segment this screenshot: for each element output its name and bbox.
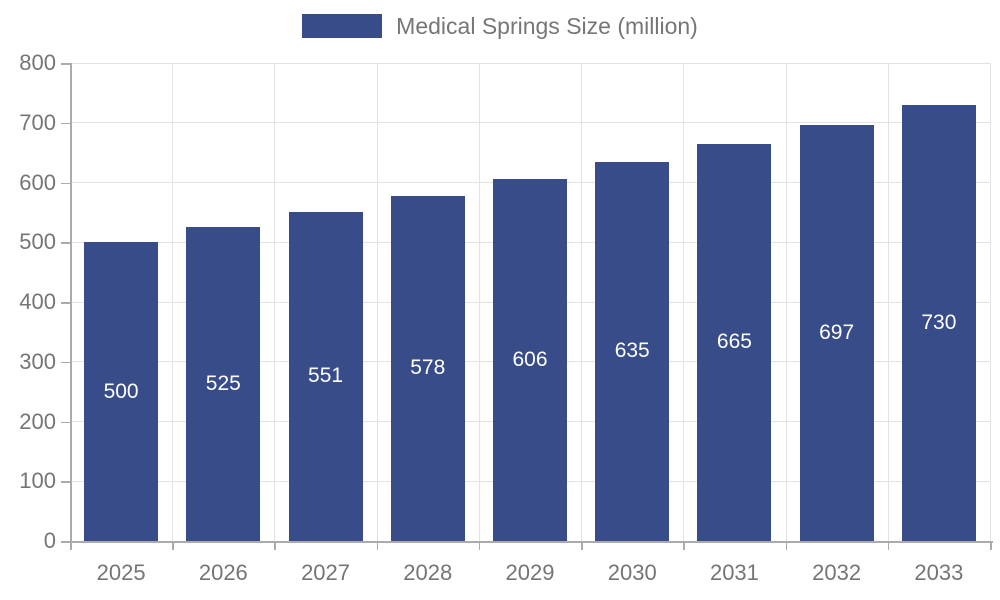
gridline-vertical bbox=[581, 63, 583, 541]
y-tick-label: 100 bbox=[19, 468, 56, 494]
y-axis-tick bbox=[61, 302, 70, 304]
x-axis-tick bbox=[376, 541, 379, 550]
bar-value-label: 635 bbox=[614, 339, 650, 363]
gridline-vertical bbox=[172, 63, 174, 541]
y-axis-tick bbox=[61, 541, 70, 543]
bar-2033 bbox=[901, 104, 976, 541]
x-axis-tick bbox=[70, 541, 72, 550]
bar-value-label: 551 bbox=[308, 364, 344, 388]
gridline-horizontal bbox=[70, 62, 991, 64]
x-tick-label: 2032 bbox=[812, 560, 862, 585]
bar-value-label: 665 bbox=[716, 330, 752, 354]
bar-value-label: 606 bbox=[512, 347, 548, 371]
bar-value-label: 500 bbox=[103, 379, 139, 403]
bar-2029 bbox=[493, 178, 567, 541]
x-tick-label: 2033 bbox=[914, 560, 964, 585]
gridline-vertical bbox=[887, 63, 889, 541]
x-tick-label: 2025 bbox=[96, 560, 146, 585]
y-tick-label: 600 bbox=[19, 169, 56, 195]
y-axis-tick bbox=[61, 122, 70, 125]
x-axis-tick bbox=[274, 541, 276, 550]
bar-value-label: 697 bbox=[819, 320, 855, 344]
bar-2028 bbox=[390, 195, 465, 541]
x-tick-label: 2027 bbox=[301, 560, 351, 585]
gridline-vertical bbox=[785, 63, 787, 541]
x-axis-tick bbox=[581, 541, 583, 550]
x-axis-tick bbox=[990, 541, 992, 550]
y-tick-label: 300 bbox=[19, 348, 56, 374]
gridline-horizontal bbox=[70, 122, 991, 124]
y-tick-label: 500 bbox=[19, 229, 56, 255]
legend-item[interactable]: Medical Springs Size (million) bbox=[0, 0, 1000, 52]
bar-value-label: 578 bbox=[410, 356, 446, 380]
x-axis-tick bbox=[172, 541, 174, 550]
gridline-vertical bbox=[478, 63, 480, 541]
legend-swatch bbox=[302, 14, 383, 38]
y-axis-tick bbox=[61, 361, 70, 364]
y-tick-label: 700 bbox=[19, 109, 56, 135]
y-axis-tick bbox=[61, 63, 70, 65]
y-axis-tick bbox=[61, 242, 70, 244]
x-axis-tick bbox=[478, 541, 481, 550]
bar-2030 bbox=[595, 161, 670, 541]
x-tick-label: 2030 bbox=[607, 560, 657, 585]
y-axis-tick bbox=[61, 182, 70, 184]
bar-2027 bbox=[288, 211, 363, 541]
bar-value-label: 730 bbox=[921, 310, 957, 334]
x-axis-line bbox=[69, 541, 993, 543]
bar-2032 bbox=[799, 124, 874, 541]
x-tick-label: 2028 bbox=[403, 560, 453, 585]
x-axis-tick bbox=[887, 541, 890, 550]
y-tick-label: 400 bbox=[19, 289, 56, 314]
y-tick-label: 800 bbox=[19, 50, 56, 75]
gridline-vertical bbox=[376, 63, 378, 541]
x-axis-tick bbox=[683, 541, 685, 550]
bar-2025 bbox=[84, 242, 159, 541]
x-axis-tick bbox=[785, 541, 788, 550]
y-axis-tick bbox=[61, 421, 70, 423]
x-tick-label: 2026 bbox=[198, 560, 248, 585]
y-axis-line bbox=[70, 63, 72, 550]
bar-2026 bbox=[186, 227, 261, 541]
gridline-vertical bbox=[683, 63, 685, 541]
bar-2031 bbox=[697, 143, 772, 541]
x-tick-label: 2031 bbox=[709, 560, 759, 585]
bar-value-label: 525 bbox=[205, 372, 241, 396]
y-axis-tick bbox=[61, 481, 70, 483]
y-tick-label: 200 bbox=[19, 408, 56, 434]
x-tick-label: 2029 bbox=[505, 560, 555, 585]
gridline-vertical bbox=[990, 63, 991, 541]
legend-label: Medical Springs Size (million) bbox=[396, 12, 698, 39]
gridline-vertical bbox=[274, 63, 276, 541]
y-tick-label: 0 bbox=[43, 528, 56, 553]
